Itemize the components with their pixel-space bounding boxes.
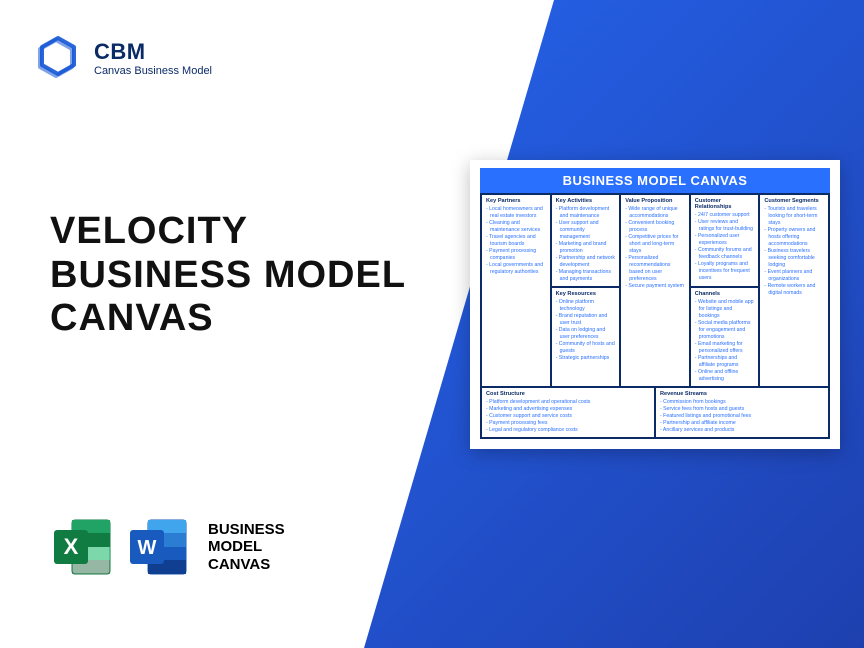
list-item: Platform development and maintenance	[556, 206, 616, 220]
list-item: Travel agencies and tourism boards	[486, 234, 546, 248]
title-line-1: VELOCITY	[50, 210, 406, 254]
list-item: Event planners and organizations	[764, 269, 824, 283]
list-item: Marketing and advertising expenses	[486, 406, 650, 413]
list-item: Partnership and affiliate income	[660, 420, 824, 427]
title-line-3: CANVAS	[50, 297, 406, 341]
list-item: Tourists and travelers looking for short…	[764, 206, 824, 227]
list-item: Personalized user experiences	[695, 233, 755, 247]
list-item: Competitive prices for short and long-te…	[625, 234, 685, 255]
cell-channels: Channels Website and mobile app for list…	[690, 287, 760, 387]
cell-key-resources: Key Resources Online platform technology…	[551, 287, 621, 387]
list-item: Service fees from hosts and guests	[660, 406, 824, 413]
file-format-icons: X W BUSINESS MODEL CANVAS	[50, 514, 285, 580]
cell-key-partners: Key Partners Local homeowners and real e…	[481, 194, 551, 387]
list-item: Featured listings and promotional fees	[660, 413, 824, 420]
word-icon: W	[126, 514, 192, 580]
list-item: Local homeowners and real estate investo…	[486, 206, 546, 220]
list-item: Platform development and operational cos…	[486, 399, 650, 406]
list-item: Legal and regulatory compliance costs	[486, 427, 650, 434]
brand-logo: CBM Canvas Business Model	[34, 34, 212, 82]
list-item: Convenient booking process	[625, 220, 685, 234]
canvas-header: BUSINESS MODEL CANVAS	[480, 168, 830, 193]
svg-text:W: W	[138, 537, 157, 559]
list-item: Local governments and regulatory authori…	[486, 262, 546, 276]
list-item: Social media platforms for engagement an…	[695, 320, 755, 341]
list-item: Commission from bookings	[660, 399, 824, 406]
list-item: Business travelers seeking comfortable l…	[764, 248, 824, 269]
canvas-grid: Key Partners Local homeowners and real e…	[480, 193, 830, 439]
list-item: Loyalty programs and incentives for freq…	[695, 261, 755, 282]
cell-revenue-streams: Revenue Streams Commission from bookings…	[655, 387, 829, 438]
cell-value-proposition: Value Proposition Wide range of unique a…	[620, 194, 690, 387]
list-item: Brand reputation and user trust	[556, 313, 616, 327]
list-item: Email marketing for personalized offers	[695, 341, 755, 355]
svg-text:X: X	[64, 534, 79, 559]
cell-cost-structure: Cost Structure Platform development and …	[481, 387, 655, 438]
bmc-label: BUSINESS MODEL CANVAS	[208, 521, 285, 573]
list-item: User reviews and ratings for trust-build…	[695, 219, 755, 233]
list-item: Wide range of unique accommodations	[625, 206, 685, 220]
logo-hex-icon	[34, 34, 82, 82]
list-item: Strategic partnerships	[556, 355, 616, 362]
excel-icon: X	[50, 514, 116, 580]
list-item: Cleaning and maintenance services	[486, 220, 546, 234]
list-item: Online and offline advertising	[695, 369, 755, 383]
list-item: Personalized recommendations based on us…	[625, 255, 685, 283]
list-item: Property owners and hosts offering accom…	[764, 227, 824, 248]
page-title: VELOCITY BUSINESS MODEL CANVAS	[50, 210, 406, 341]
list-item: Online platform technology	[556, 299, 616, 313]
list-item: Website and mobile app for listings and …	[695, 299, 755, 320]
list-item: Managing transactions and payments	[556, 269, 616, 283]
list-item: Community forums and feedback channels	[695, 247, 755, 261]
list-item: Data on lodging and user preferences	[556, 327, 616, 341]
logo-subtitle: Canvas Business Model	[94, 65, 212, 77]
title-line-2: BUSINESS MODEL	[50, 254, 406, 298]
list-item: Partnerships and affiliate programs	[695, 355, 755, 369]
list-item: User support and community management	[556, 220, 616, 241]
cell-customer-segments: Customer Segments Tourists and travelers…	[759, 194, 829, 387]
list-item: 24/7 customer support	[695, 212, 755, 219]
list-item: Marketing and brand promotion	[556, 241, 616, 255]
cell-key-activities: Key Activities Platform development and …	[551, 194, 621, 287]
cell-customer-relationships: Customer Relationships 24/7 customer sup…	[690, 194, 760, 287]
list-item: Community of hosts and guests	[556, 341, 616, 355]
logo-acronym: CBM	[94, 39, 212, 65]
list-item: Customer support and service costs	[486, 413, 650, 420]
list-item: Payment processing fees	[486, 420, 650, 427]
list-item: Payment processing companies	[486, 248, 546, 262]
list-item: Remote workers and digital nomads	[764, 283, 824, 297]
list-item: Ancillary services and products	[660, 427, 824, 434]
canvas-preview-card: BUSINESS MODEL CANVAS Key Partners Local…	[470, 160, 840, 449]
list-item: Partnership and network development	[556, 255, 616, 269]
list-item: Secure payment system	[625, 283, 685, 290]
